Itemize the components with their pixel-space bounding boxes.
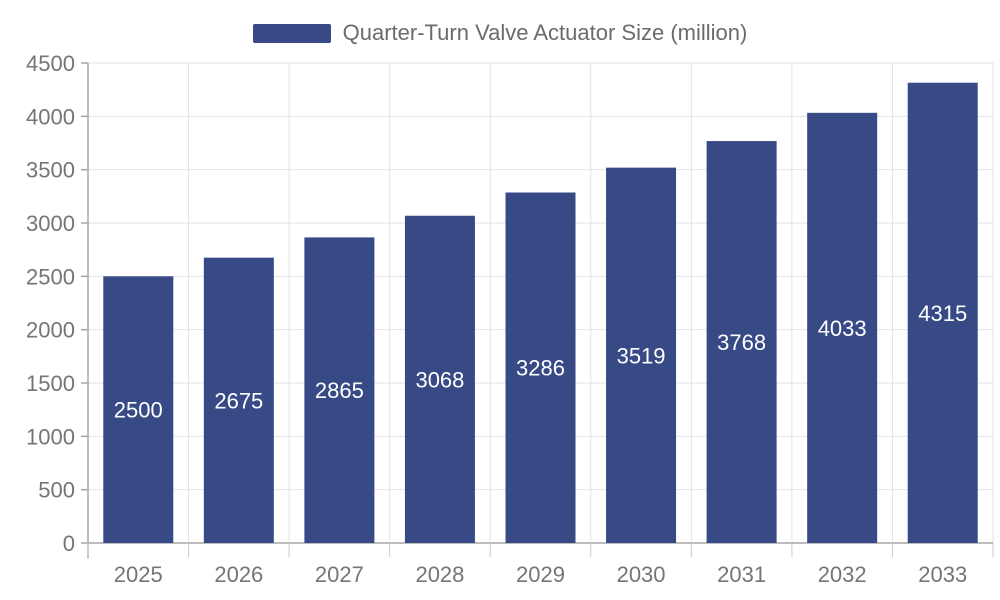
x-tick-label: 2030: [617, 562, 666, 587]
y-tick-label: 500: [38, 478, 75, 503]
y-tick-label: 0: [63, 531, 75, 556]
y-tick-label: 1000: [26, 424, 75, 449]
y-tick-label: 2000: [26, 318, 75, 343]
bar[interactable]: [203, 257, 274, 543]
bar-value-label: 3519: [617, 343, 666, 368]
legend-swatch-icon: [252, 23, 331, 43]
x-tick-label: 2032: [818, 562, 867, 587]
y-tick-label: 1500: [26, 371, 75, 396]
bar[interactable]: [103, 276, 174, 543]
bar-value-label: 3286: [516, 356, 565, 381]
x-tick-label: 2033: [918, 562, 967, 587]
legend-label: Quarter-Turn Valve Actuator Size (millio…: [342, 20, 748, 45]
x-tick-label: 2025: [114, 562, 163, 587]
y-tick-label: 3000: [26, 211, 75, 236]
y-tick-label: 2500: [26, 264, 75, 289]
bar[interactable]: [606, 167, 677, 543]
x-tick-label: 2028: [415, 562, 464, 587]
x-tick-label: 2029: [516, 562, 565, 587]
bar[interactable]: [907, 82, 978, 543]
bar[interactable]: [404, 215, 475, 543]
bar-value-label: 4033: [818, 316, 867, 341]
x-tick-label: 2027: [315, 562, 364, 587]
bar[interactable]: [807, 112, 878, 544]
bar[interactable]: [304, 237, 375, 543]
bar-value-label: 2865: [315, 378, 364, 403]
bar-value-label: 2675: [214, 388, 263, 413]
x-tick-label: 2031: [717, 562, 766, 587]
y-tick-label: 4000: [26, 104, 75, 129]
bar-value-label: 4315: [918, 301, 967, 326]
bar-value-label: 3768: [717, 330, 766, 355]
legend-item[interactable]: Quarter-Turn Valve Actuator Size (millio…: [0, 20, 1000, 46]
y-tick-label: 3500: [26, 158, 75, 183]
x-tick-label: 2026: [214, 562, 263, 587]
bar[interactable]: [706, 141, 777, 543]
bar-value-label: 2500: [114, 398, 163, 423]
bar[interactable]: [505, 192, 576, 543]
bar-value-label: 3068: [415, 367, 464, 392]
y-tick-label: 4500: [26, 51, 75, 76]
